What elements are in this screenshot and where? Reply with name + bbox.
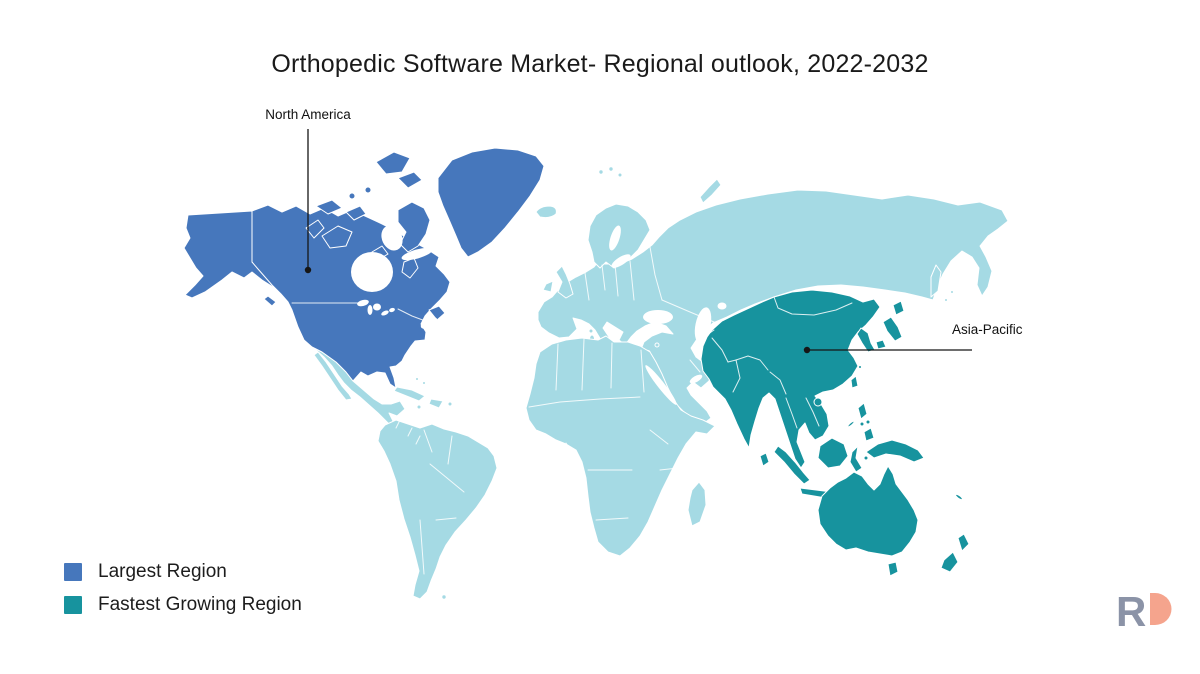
foxe-basin — [381, 225, 403, 251]
fastest-growing-region-swatch — [64, 596, 82, 614]
ellesmere-island — [375, 151, 411, 175]
lake-erie — [381, 310, 389, 316]
baffin-island — [397, 201, 431, 253]
country-borders — [291, 246, 853, 575]
persian-gulf — [689, 374, 703, 384]
page-title: Orthopedic Software Market- Regional out… — [271, 50, 929, 78]
new-caledonia — [955, 493, 963, 501]
sulawesi — [849, 445, 863, 473]
south-america-region — [377, 419, 498, 600]
legend-label: Fastest Growing Region — [98, 594, 302, 615]
hudson-strait — [401, 247, 433, 261]
largest-region-layer — [183, 147, 545, 389]
legend-label: Largest Region — [98, 561, 227, 582]
puerto-rico — [447, 401, 453, 407]
vancouver-island — [263, 295, 277, 307]
novaya-zemlya — [699, 178, 722, 204]
fastest-growing-region-layer — [700, 289, 970, 577]
logo-letter-r: R — [1116, 589, 1146, 633]
new-guinea — [865, 439, 925, 463]
japan-honshu — [882, 316, 903, 342]
sakhalin — [930, 264, 942, 298]
white-sea — [650, 227, 658, 233]
legend-item-fastest-growing-region: Fastest Growing Region — [64, 594, 302, 616]
canada-usa-mainland — [251, 204, 451, 389]
annotation-lines — [304, 129, 972, 354]
gulf-of-bothnia — [609, 225, 621, 251]
new-zealand-south — [940, 551, 959, 573]
philippines-mindanao — [863, 427, 875, 442]
north-america-label: North America — [265, 107, 351, 122]
ireland — [542, 280, 554, 293]
baja-california — [313, 351, 353, 401]
victoria-island — [321, 225, 353, 249]
australia — [817, 465, 919, 557]
gulf-st-lawrence — [420, 317, 438, 329]
madagascar — [687, 481, 707, 527]
lake-ontario — [389, 307, 395, 313]
japan-hokkaido — [892, 300, 905, 316]
japan-kyushu — [875, 339, 887, 350]
asia-mainland — [700, 289, 881, 469]
brand-logo-graphic: R — [1116, 588, 1172, 635]
sumatra — [773, 445, 811, 485]
corsica — [588, 328, 594, 334]
falkland-islands — [441, 594, 447, 600]
iceland — [535, 205, 557, 219]
palawan — [847, 420, 855, 428]
korea — [856, 327, 876, 353]
newfoundland — [428, 305, 446, 321]
asia-pacific-marker-dot — [803, 346, 811, 354]
red-sea — [645, 365, 677, 405]
philippines-luzon — [857, 402, 868, 420]
aral-sea — [717, 302, 727, 310]
greenland — [437, 147, 545, 258]
jamaica — [416, 404, 422, 410]
lake-huron — [373, 303, 381, 311]
cyprus — [654, 342, 660, 348]
hispaniola — [428, 398, 444, 409]
lake-superior — [357, 299, 369, 307]
taiwan — [850, 375, 859, 389]
banks-island — [305, 219, 325, 239]
legend-item-largest-region: Largest Region — [64, 561, 302, 583]
new-zealand-north — [957, 533, 970, 552]
sri-lanka — [759, 452, 770, 467]
north-america-marker-dot — [304, 266, 312, 274]
devon-island — [397, 171, 423, 189]
asia-pacific-label: Asia-Pacific — [952, 322, 1023, 337]
lake-michigan — [367, 305, 373, 315]
largest-region-swatch — [64, 563, 82, 581]
hudson-bay — [351, 252, 393, 292]
black-sea — [643, 310, 673, 324]
brand-logo: R — [1116, 588, 1180, 638]
cuba — [393, 386, 426, 402]
hainan — [813, 397, 823, 407]
baltic-sea — [611, 254, 631, 268]
borneo — [817, 437, 849, 469]
great-britain — [555, 265, 574, 299]
tasmania — [887, 561, 899, 577]
logo-d-shape — [1150, 593, 1172, 625]
legend: Largest Region Fastest Growing Region — [64, 561, 302, 616]
